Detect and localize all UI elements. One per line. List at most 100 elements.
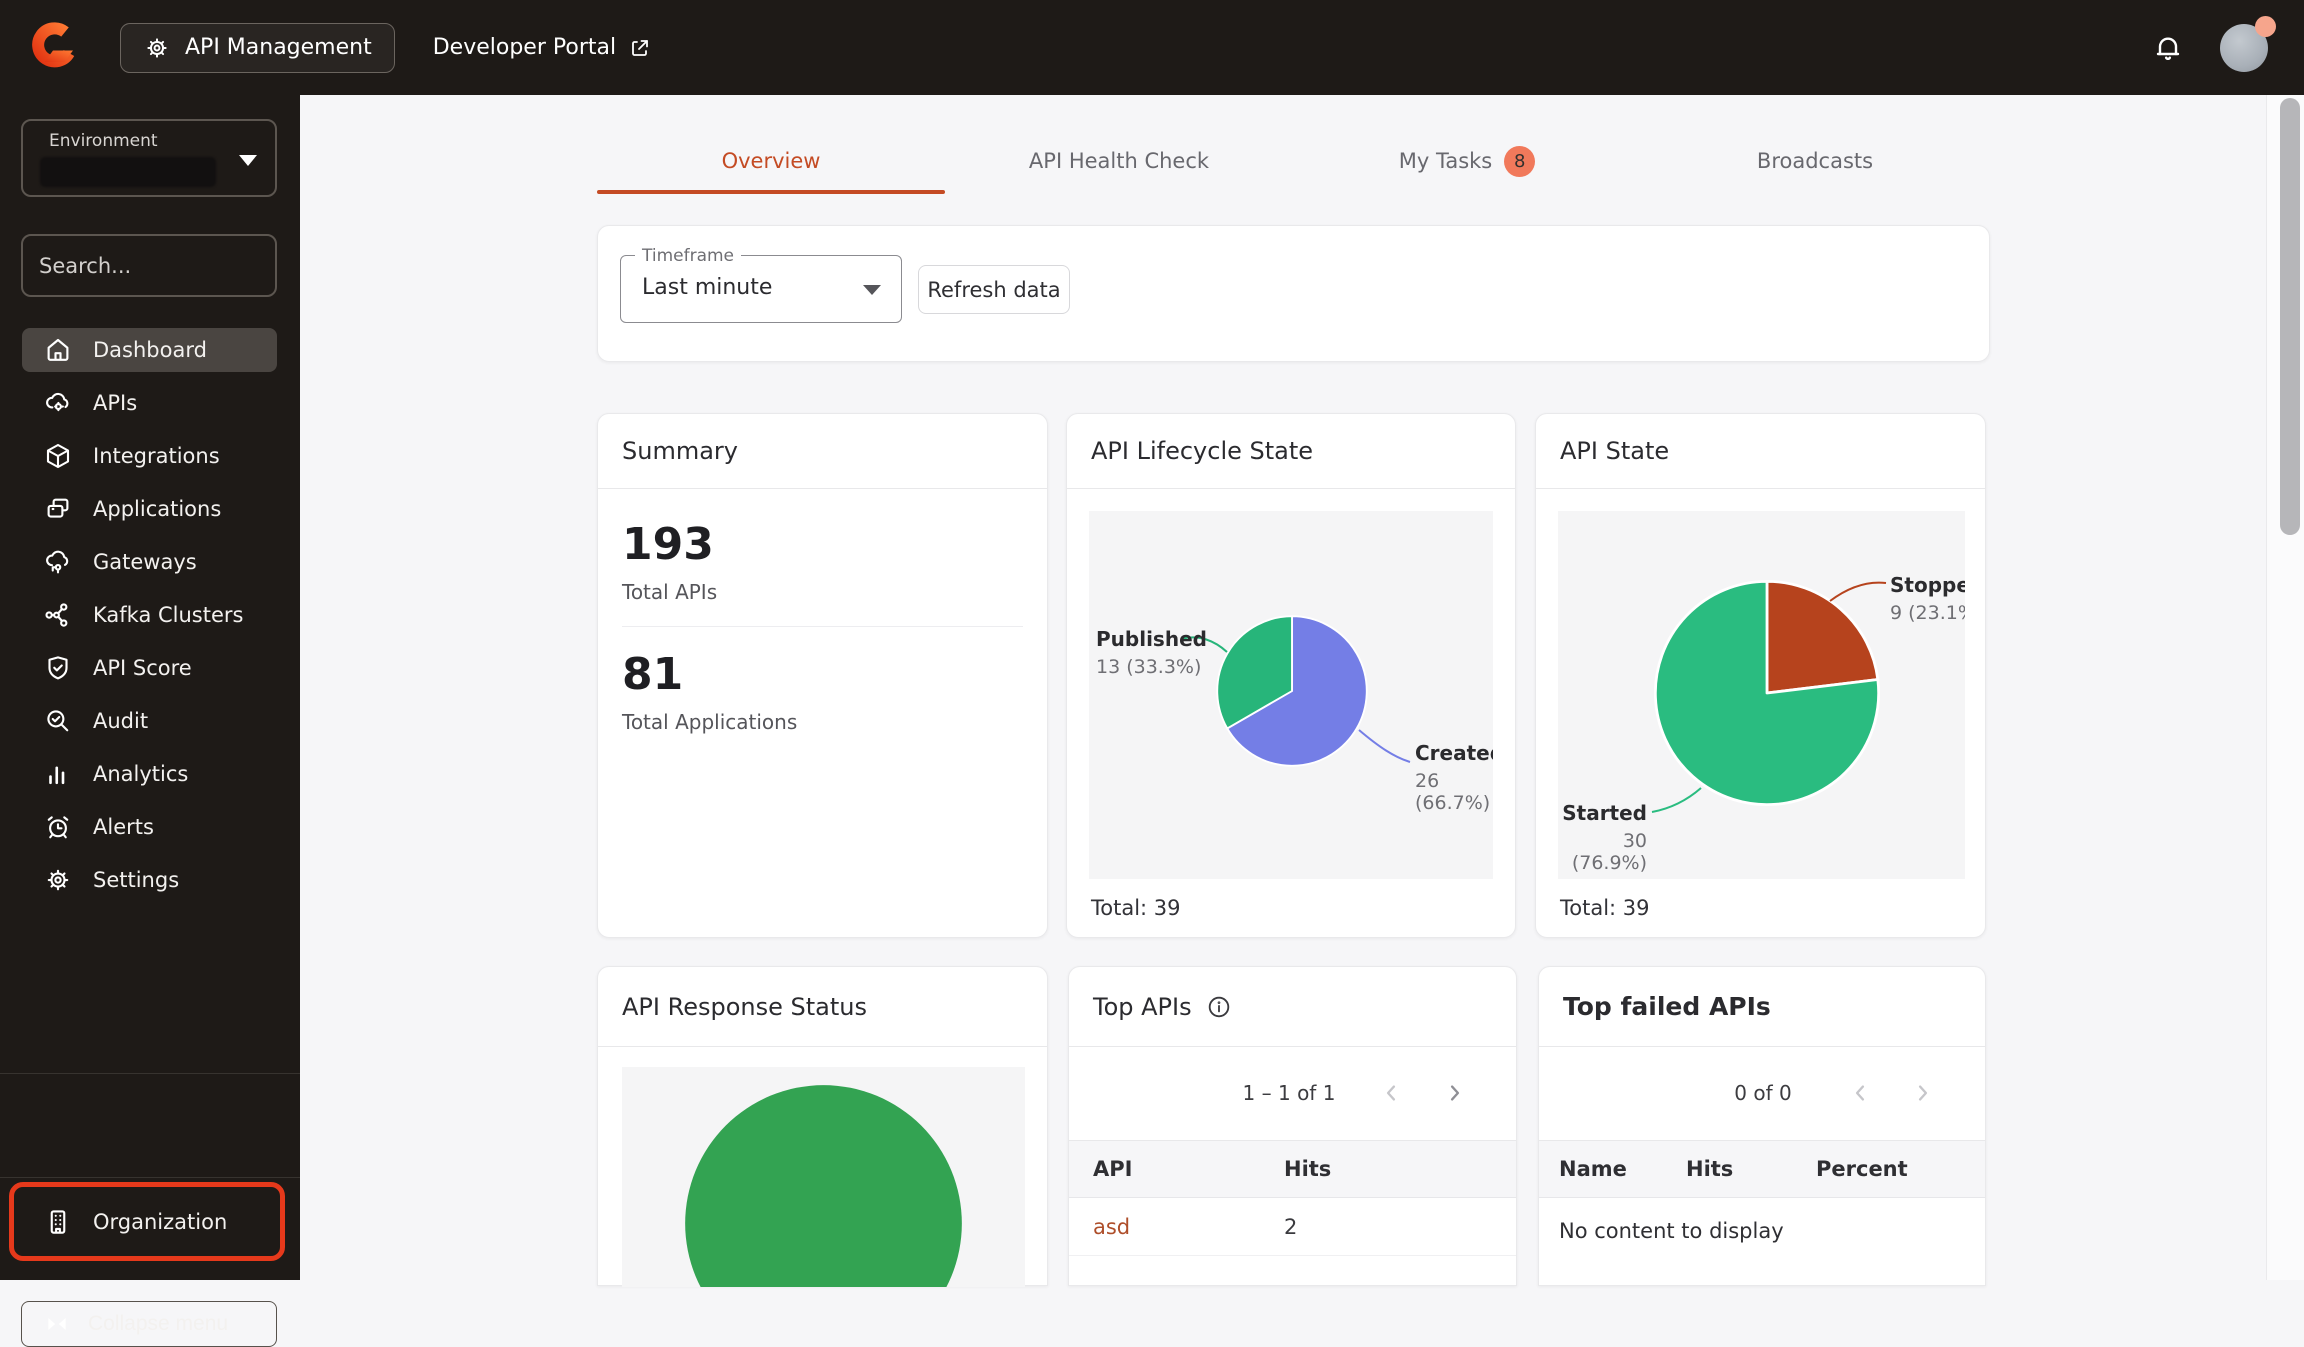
- cube-icon: [46, 443, 70, 469]
- sidebar-item-api-score[interactable]: API Score: [22, 646, 277, 690]
- card-title: API State: [1536, 414, 1985, 489]
- tab-broadcasts[interactable]: Broadcasts: [1756, 149, 1874, 173]
- product-label: API Management: [185, 35, 372, 60]
- environment-label: Environment: [49, 131, 158, 151]
- filter-card: Timeframe Last minute Refresh data: [597, 225, 1990, 362]
- top-apis-card: Top APIs 1 – 1 of 1 API Hits asd 2: [1068, 966, 1517, 1286]
- active-tab-underline: [597, 190, 945, 194]
- api-lifecycle-pie-chart: Published 13 (33.3%) Created 26 (66.7%): [1089, 511, 1493, 879]
- empty-state-text: No content to display: [1559, 1219, 1784, 1243]
- notifications-bell-icon[interactable]: [2152, 32, 2184, 64]
- pie-label-created: Created 26 (66.7%): [1415, 741, 1493, 814]
- windows-icon: [47, 498, 69, 518]
- my-tasks-count-badge: 8: [1504, 145, 1536, 177]
- divider: [622, 626, 1023, 627]
- card-title: Top APIs: [1069, 967, 1516, 1047]
- total-count: Total: 39: [1560, 896, 1650, 920]
- column-header-name: Name: [1559, 1157, 1627, 1181]
- pie-label-started: Started 30 (76.9%): [1562, 801, 1647, 874]
- api-link[interactable]: asd: [1093, 1214, 1131, 1239]
- sidebar-item-dashboard[interactable]: Dashboard: [22, 328, 277, 372]
- card-title: API Lifecycle State: [1067, 414, 1515, 489]
- total-applications-label: Total Applications: [622, 710, 798, 734]
- api-state-pie-chart: Stopped 9 (23.1%) Started 30 (76.9%): [1558, 511, 1965, 879]
- top-bar: API Management Developer Portal: [0, 0, 2304, 95]
- paginator: 0 of 0: [1539, 1047, 1985, 1141]
- sidebar-item-alerts[interactable]: Alerts: [22, 805, 277, 849]
- api-response-status-card: API Response Status: [597, 966, 1048, 1287]
- api-response-status-chart: [622, 1067, 1025, 1287]
- cloud-gear-icon: [46, 392, 69, 412]
- home-icon: [47, 338, 69, 361]
- external-link-icon: [632, 39, 648, 56]
- sidebar-divider: [0, 1177, 300, 1178]
- gravitee-logo-icon: [32, 21, 75, 67]
- chevron-down-icon: [239, 155, 257, 166]
- collapse-menu-button[interactable]: Collapse menu: [21, 1301, 277, 1347]
- scrollbar-thumb[interactable]: [2280, 98, 2300, 535]
- sidebar-nav: Dashboard APIs Integrations Applicatio: [22, 328, 277, 911]
- cloud-node-icon: [46, 550, 69, 574]
- card-title: API Response Status: [598, 967, 1047, 1047]
- api-state-card: API State Stopped 9 (23.1%) Started 30 (…: [1535, 413, 1986, 938]
- total-apis-label: Total APIs: [622, 580, 718, 604]
- alarm-clock-icon: [47, 816, 69, 839]
- tab-api-health-check[interactable]: API Health Check: [1028, 149, 1210, 173]
- column-header-percent: Percent: [1816, 1157, 1908, 1181]
- api-management-switcher[interactable]: API Management: [120, 22, 395, 73]
- card-title: Top failed APIs: [1539, 967, 1985, 1047]
- sidebar-item-applications[interactable]: Applications: [22, 487, 277, 531]
- total-applications-value: 81: [622, 649, 684, 700]
- refresh-data-button[interactable]: Refresh data: [918, 265, 1070, 314]
- chevron-right-icon[interactable]: [1441, 1079, 1469, 1107]
- developer-portal-link[interactable]: Developer Portal: [433, 35, 652, 60]
- table-row: asd 2: [1069, 1198, 1516, 1256]
- paginator: 1 – 1 of 1: [1069, 1047, 1516, 1141]
- gear-icon: [47, 869, 69, 891]
- api-lifecycle-state-card: API Lifecycle State Published 13 (33.3%)…: [1066, 413, 1516, 938]
- column-header-hits: Hits: [1284, 1157, 1332, 1181]
- environment-select[interactable]: Environment: [21, 119, 277, 197]
- sidebar-item-kafka-clusters[interactable]: Kafka Clusters: [22, 593, 277, 637]
- tab-overview[interactable]: Overview: [597, 130, 945, 194]
- paginator-range: 1 – 1 of 1: [1242, 1081, 1336, 1105]
- paginator-range: 0 of 0: [1734, 1081, 1792, 1105]
- timeframe-label: Timeframe: [635, 246, 742, 266]
- top-failed-apis-card: Top failed APIs 0 of 0 Name Hits Percent…: [1538, 966, 1986, 1286]
- kafka-icon: [45, 603, 68, 627]
- card-title: Summary: [598, 414, 1047, 489]
- hits-value: 2: [1284, 1214, 1298, 1239]
- main-tabs: Overview API Health Check My Tasks 8 Bro…: [597, 130, 1989, 194]
- info-icon[interactable]: [1206, 994, 1232, 1020]
- sidebar-item-settings[interactable]: Settings: [22, 858, 277, 902]
- collapse-icon: [48, 1318, 66, 1330]
- sidebar-search: [21, 234, 307, 297]
- total-count: Total: 39: [1091, 896, 1181, 920]
- sidebar-item-audit[interactable]: Audit: [22, 699, 277, 743]
- chevron-left-icon[interactable]: [1377, 1079, 1405, 1107]
- chevron-right-icon[interactable]: [1909, 1079, 1937, 1107]
- environment-value-redacted: [40, 157, 216, 187]
- tab-my-tasks[interactable]: My Tasks 8: [1293, 130, 1641, 192]
- total-apis-value: 193: [622, 519, 714, 570]
- gear-icon: [147, 37, 167, 58]
- sidebar-item-organization[interactable]: Organization: [22, 1200, 277, 1244]
- summary-card: Summary 193 Total APIs 81 Total Applicat…: [597, 413, 1048, 938]
- timeframe-value: Last minute: [642, 275, 773, 300]
- status-dot: [2255, 15, 2276, 37]
- building-icon: [50, 1210, 66, 1234]
- column-header-hits: Hits: [1686, 1157, 1734, 1181]
- search-input[interactable]: [39, 253, 307, 278]
- sidebar-item-integrations[interactable]: Integrations: [22, 434, 277, 478]
- column-header-api: API: [1093, 1157, 1133, 1181]
- chevron-left-icon[interactable]: [1846, 1079, 1874, 1107]
- bar-chart-icon: [49, 766, 65, 785]
- sidebar-item-gateways[interactable]: Gateways: [22, 540, 277, 584]
- sidebar-item-apis[interactable]: APIs: [22, 381, 277, 425]
- sidebar-item-analytics[interactable]: Analytics: [22, 752, 277, 796]
- pie-label-published: Published 13 (33.3%): [1096, 627, 1207, 678]
- scrollbar-track[interactable]: [2266, 95, 2304, 1280]
- sidebar: Environment Dashboard APIs: [0, 95, 307, 1347]
- timeframe-select[interactable]: Timeframe Last minute: [620, 246, 902, 323]
- table-header: API Hits: [1069, 1141, 1516, 1198]
